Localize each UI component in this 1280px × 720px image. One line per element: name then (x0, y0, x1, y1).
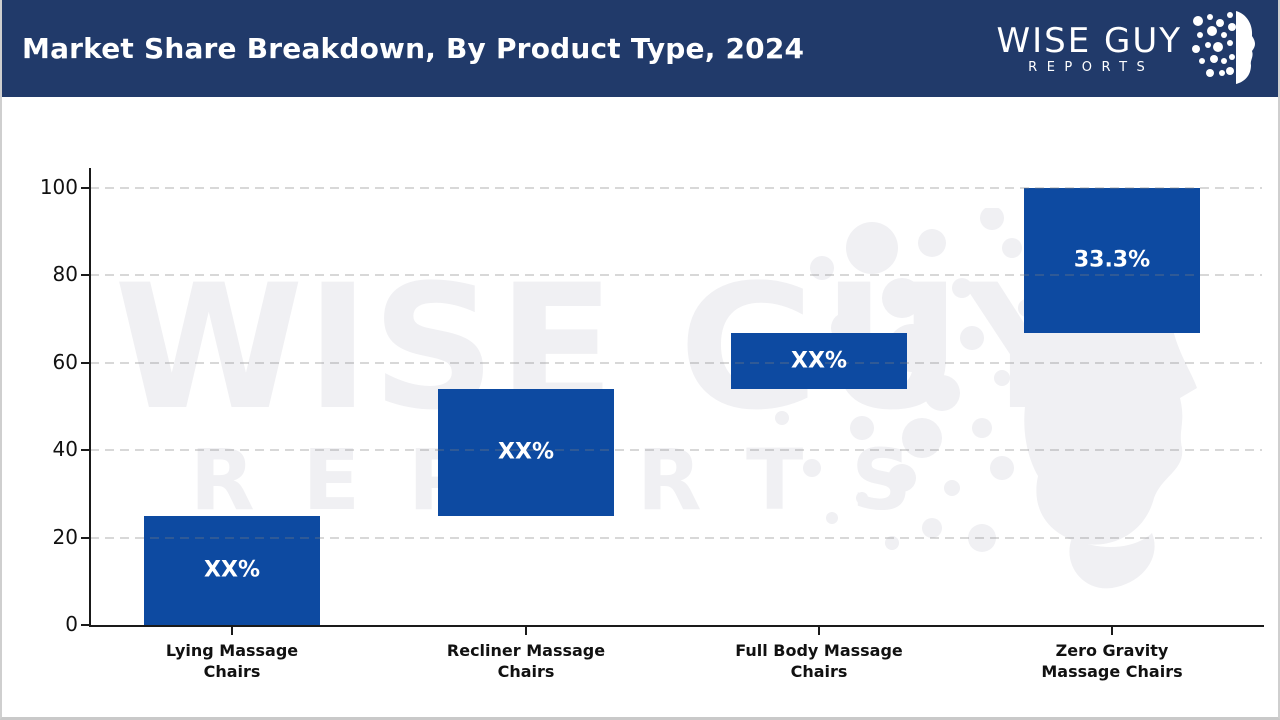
y-axis-tick (81, 536, 90, 539)
gridline (90, 186, 1262, 189)
brand-name: WISE GUY (996, 20, 1182, 61)
y-axis-tick-label: 0 (65, 612, 78, 636)
gridline (90, 536, 1262, 539)
y-axis-tick (81, 186, 90, 189)
y-axis-tick-label: 20 (52, 524, 78, 549)
x-axis-tick (525, 627, 527, 635)
gridline (90, 274, 1262, 276)
brand-logo: WISE GUY REPORTS (996, 7, 1256, 91)
bar-full-body-massage-chairs (731, 333, 907, 389)
x-axis-category-label: Zero Gravity Massage Chairs (1041, 641, 1183, 681)
bar-value-label: XX% (498, 439, 554, 465)
bar-lying-massage-chairs (144, 515, 320, 625)
dotted-head-logo-icon (1186, 7, 1256, 91)
x-axis-line (89, 625, 1264, 627)
gridline (90, 449, 1262, 451)
bar-value-label: XX% (204, 557, 260, 583)
y-axis-line (89, 168, 91, 627)
y-axis-tick-label: 40 (52, 437, 78, 461)
bar-zero-gravity-massage-chairs (1024, 187, 1200, 334)
x-axis-tick (231, 627, 233, 635)
page-title: Market Share Breakdown, By Product Type,… (22, 32, 805, 65)
y-axis-tick-label: 100 (39, 174, 78, 199)
bar-value-label: XX% (791, 348, 847, 374)
brand-subname: REPORTS (1028, 59, 1155, 75)
y-axis-tick-label: 80 (52, 262, 78, 286)
x-axis-category-label: Lying Massage Chairs (165, 641, 299, 681)
bar-value-label: 33.3% (1073, 247, 1151, 273)
y-axis-tick (81, 624, 90, 626)
y-axis-tick (81, 274, 90, 276)
gridline (90, 361, 1262, 364)
y-axis-tick (81, 449, 90, 451)
y-axis-tick-label: 60 (52, 349, 78, 374)
x-axis-tick (818, 627, 820, 635)
x-axis-tick (1111, 627, 1113, 635)
brand-logo-text: WISE GUY REPORTS (996, 24, 1182, 74)
header-bar: Market Share Breakdown, By Product Type,… (2, 0, 1278, 97)
x-axis-category-label: Full Body Massage Chairs (735, 641, 903, 681)
bar-recliner-massage-chairs (438, 388, 614, 516)
x-axis-category-label: Recliner Massage Chairs (446, 641, 606, 681)
y-axis-tick (81, 361, 90, 364)
